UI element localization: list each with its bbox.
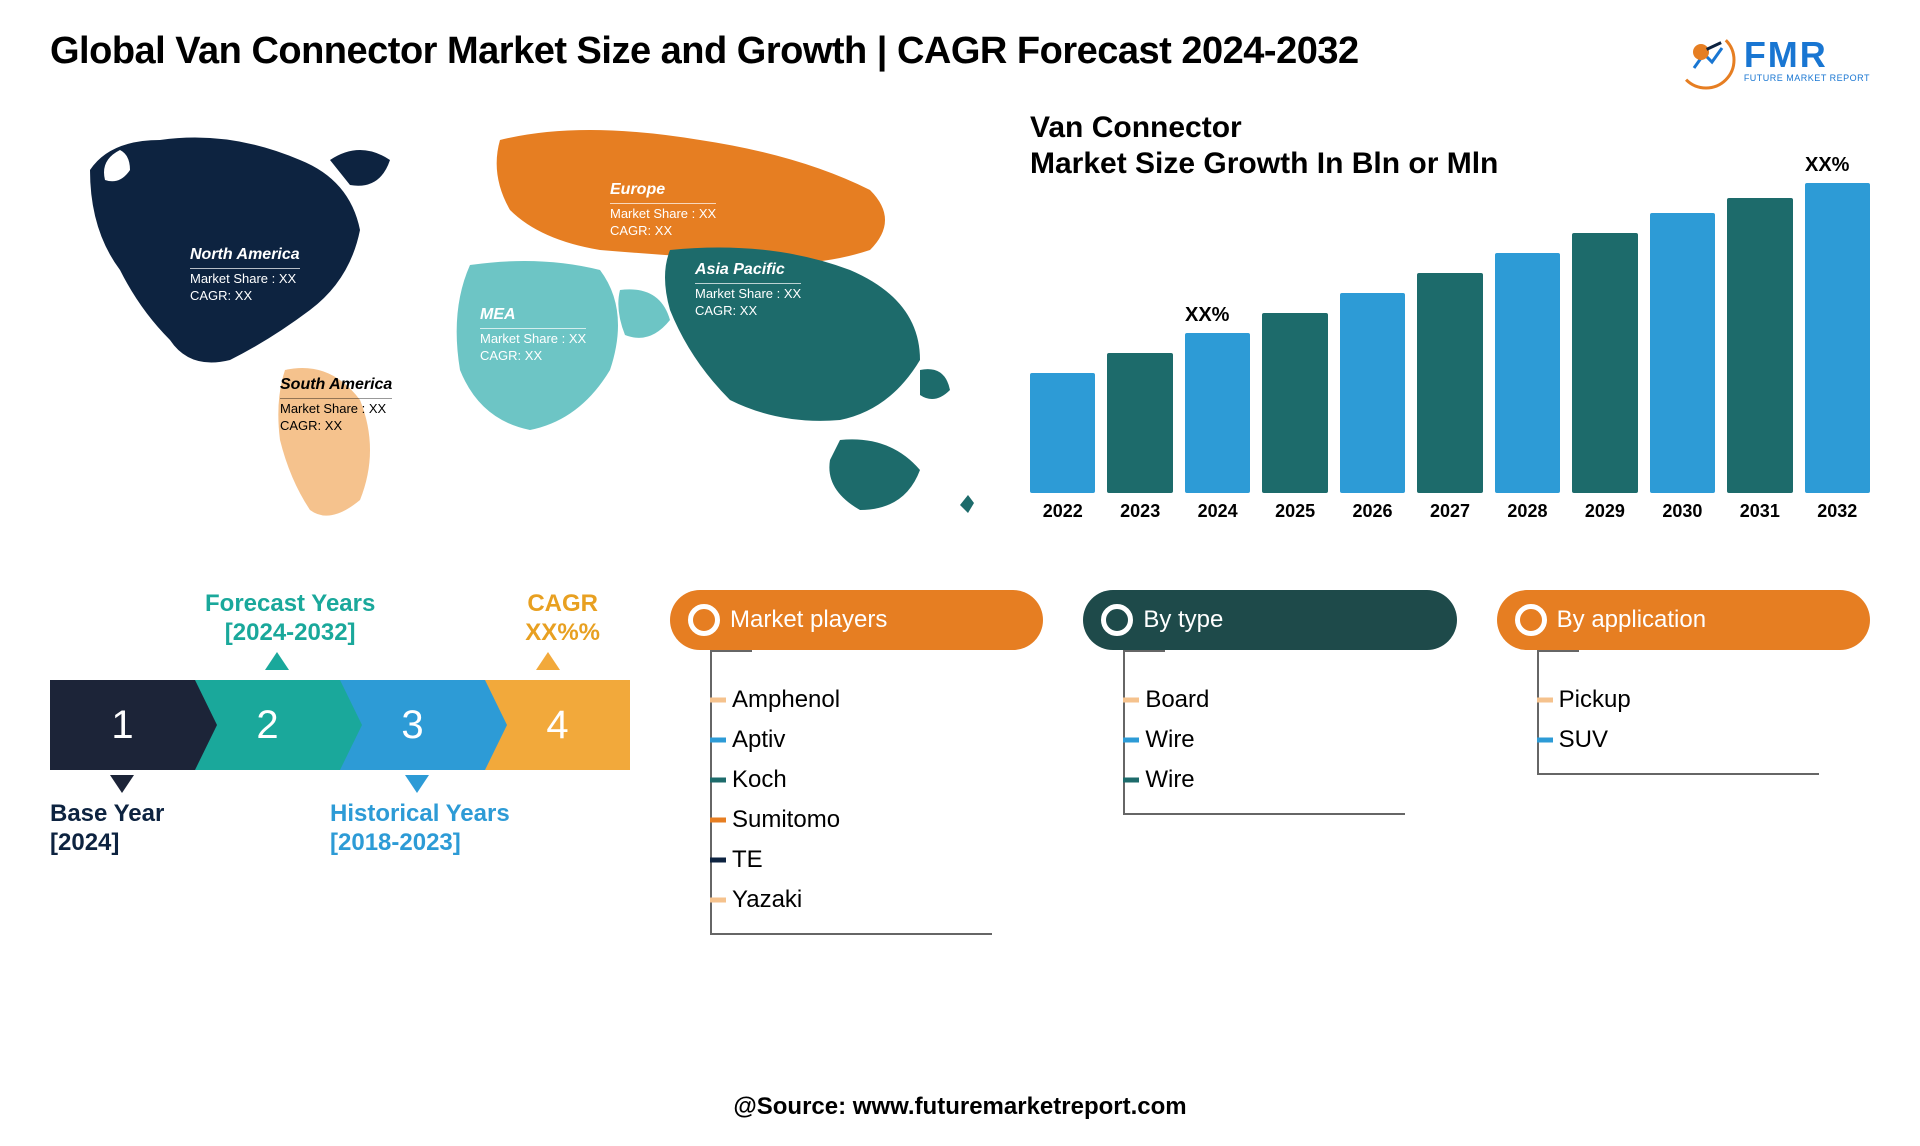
tick-icon <box>1537 698 1553 703</box>
bar-col-2028: 2028 <box>1495 253 1560 522</box>
tick-icon <box>710 818 726 823</box>
category-list: BoardWireWire <box>1123 680 1456 815</box>
timeline-label-base-year: Base Year[2024] <box>50 800 164 858</box>
tick-icon <box>710 698 726 703</box>
bar-year-label: 2031 <box>1740 501 1780 522</box>
bar-col-2022: 2022 <box>1030 373 1095 522</box>
logo-subtitle: FUTURE MARKET REPORT <box>1744 73 1870 83</box>
bar-col-2027: 2027 <box>1417 273 1482 522</box>
bar-chart: 2022 2023 2024 2025 2026 2027 2028 2029 2030 2031… <box>1030 202 1870 522</box>
triangle-up-icon <box>265 652 289 670</box>
category-by-application: By application PickupSUV <box>1497 590 1870 935</box>
logo-icon <box>1676 30 1736 90</box>
bar-year-label: 2028 <box>1507 501 1547 522</box>
tick-icon <box>1123 778 1139 783</box>
tick-icon <box>1123 698 1139 703</box>
bar-col-2031: 2031 <box>1727 198 1792 522</box>
source-attribution: @Source: www.futuremarketreport.com <box>733 1093 1186 1121</box>
bar-2026 <box>1340 293 1405 493</box>
map-region-nz <box>960 495 974 513</box>
list-item: Amphenol <box>712 680 1043 720</box>
list-item: Koch <box>712 760 1043 800</box>
tick-icon <box>710 738 726 743</box>
bar-2029 <box>1572 233 1637 493</box>
world-map: North AmericaMarket Share : XXCAGR: XX So… <box>50 110 990 530</box>
bar-col-2026: 2026 <box>1340 293 1405 522</box>
map-label-asia-pacific: Asia PacificMarket Share : XXCAGR: XX <box>695 260 801 320</box>
bar-year-label: 2027 <box>1430 501 1470 522</box>
timeline-label-historical: Historical Years[2018-2023] <box>330 800 510 858</box>
list-item: Pickup <box>1539 680 1870 720</box>
bar-col-2025: 2025 <box>1262 313 1327 522</box>
bar-year-label: 2023 <box>1120 501 1160 522</box>
map-label-north-america: North AmericaMarket Share : XXCAGR: XX <box>190 245 300 305</box>
tick-icon <box>710 778 726 783</box>
bar-2030 <box>1650 213 1715 493</box>
bar-col-2029: 2029 <box>1572 233 1637 522</box>
timeline-section: Forecast Years[2024-2032] CAGRXX%% 1234 … <box>50 590 630 935</box>
tick-icon <box>1537 738 1553 743</box>
bar-2025 <box>1262 313 1327 493</box>
bar-year-label: 2025 <box>1275 501 1315 522</box>
bar-year-label: 2032 <box>1817 501 1857 522</box>
bar-annotation: XX% <box>1185 304 1229 327</box>
triangle-up-icon <box>536 652 560 670</box>
bar-2027 <box>1417 273 1482 493</box>
category-header-market-players: Market players <box>670 590 1043 650</box>
list-item: Wire <box>1125 720 1456 760</box>
list-item: Sumitomo <box>712 800 1043 840</box>
list-item: Board <box>1125 680 1456 720</box>
categories: Market players AmphenolAptivKochSumitomoT… <box>670 590 1870 935</box>
triangle-down-icon <box>110 775 134 793</box>
bar-year-label: 2030 <box>1662 501 1702 522</box>
triangle-down-icon <box>405 775 429 793</box>
list-item: SUV <box>1539 720 1870 760</box>
category-list: PickupSUV <box>1537 680 1870 775</box>
bar-chart-section: Van ConnectorMarket Size Growth In Bln o… <box>1030 110 1870 530</box>
page-title: Global Van Connector Market Size and Gro… <box>50 30 1359 73</box>
list-item: TE <box>712 840 1043 880</box>
category-by-type: By typeBoardWireWire <box>1083 590 1456 935</box>
map-label-south-america: South AmericaMarket Share : XXCAGR: XX <box>280 375 392 435</box>
bar-2024 <box>1185 333 1250 493</box>
bar-col-2023: 2023 <box>1107 353 1172 522</box>
bar-2023 <box>1107 353 1172 493</box>
bar-2031 <box>1727 198 1792 493</box>
timeline-bar: 1234 <box>50 680 630 770</box>
timeline-label-cagr: CAGRXX%% <box>525 590 600 648</box>
map-label-europe: EuropeMarket Share : XXCAGR: XX <box>610 180 716 240</box>
logo-abbr: FMR <box>1744 37 1870 73</box>
logo: FMR FUTURE MARKET REPORT <box>1676 30 1870 90</box>
timeline-segment-1: 1 <box>50 680 195 770</box>
category-header-by-type: By type <box>1083 590 1456 650</box>
bar-year-label: 2029 <box>1585 501 1625 522</box>
bar-2028 <box>1495 253 1560 493</box>
timeline-label-forecast: Forecast Years[2024-2032] <box>205 590 375 648</box>
bar-year-label: 2022 <box>1043 501 1083 522</box>
chevron-right-icon <box>195 680 217 770</box>
tick-icon <box>1123 738 1139 743</box>
list-item: Yazaki <box>712 880 1043 920</box>
category-market-players: Market players AmphenolAptivKochSumitomoT… <box>670 590 1043 935</box>
map-label-mea: MEAMarket Share : XXCAGR: XX <box>480 305 586 365</box>
tick-icon <box>710 858 726 863</box>
category-header-by-application: By application <box>1497 590 1870 650</box>
list-item: Aptiv <box>712 720 1043 760</box>
bar-col-2032: 2032 <box>1805 183 1870 522</box>
list-item: Wire <box>1125 760 1456 800</box>
category-list: AmphenolAptivKochSumitomoTEYazaki <box>710 680 1043 935</box>
bar-col-2024: 2024 <box>1185 333 1250 522</box>
bar-annotation: XX% <box>1805 154 1849 177</box>
bar-col-2030: 2030 <box>1650 213 1715 522</box>
bar-chart-title: Van ConnectorMarket Size Growth In Bln o… <box>1030 110 1870 182</box>
bar-2022 <box>1030 373 1095 493</box>
chevron-right-icon <box>340 680 362 770</box>
tick-icon <box>710 898 726 903</box>
bar-year-label: 2026 <box>1353 501 1393 522</box>
chevron-right-icon <box>485 680 507 770</box>
bar-2032 <box>1805 183 1870 493</box>
bar-year-label: 2024 <box>1198 501 1238 522</box>
